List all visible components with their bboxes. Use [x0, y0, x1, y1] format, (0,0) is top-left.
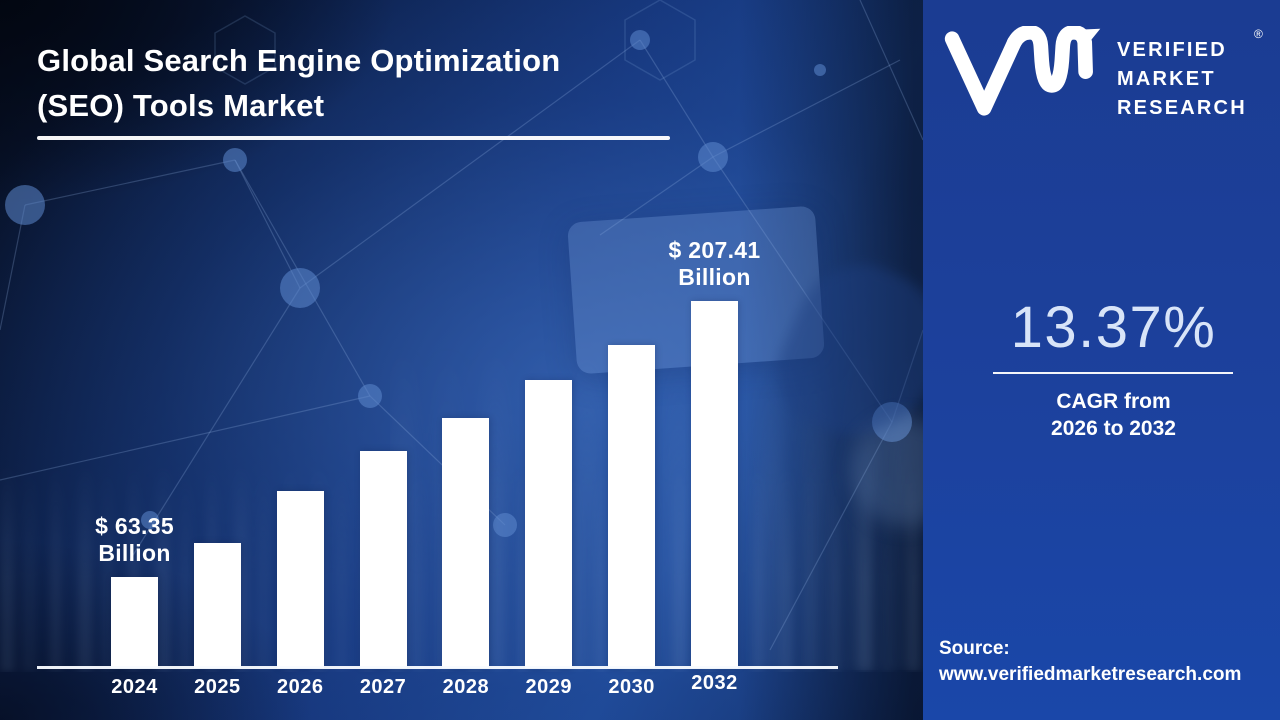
- x-tick-2026: 2026: [276, 676, 324, 698]
- bar-2029: [525, 380, 573, 668]
- brand-name: VERIFIED MARKET RESEARCH: [1117, 36, 1247, 123]
- cagr-divider: [993, 372, 1233, 374]
- value-annotation-2024: $ 63.35 Billion: [45, 513, 225, 567]
- x-tick-2028: 2028: [442, 676, 490, 698]
- bar-2030: [608, 345, 656, 668]
- value-annotation-2024-amount: $ 63.35: [95, 513, 174, 539]
- info-panel: VERIFIED MARKET RESEARCH ® 13.37% CAGR f…: [923, 0, 1280, 720]
- page-title-line-1: Global Search Engine Optimization: [37, 43, 561, 78]
- cagr-caption-line-2: 2026 to 2032: [1051, 417, 1176, 440]
- source-block: Source: www.verifiedmarketresearch.com: [939, 636, 1241, 688]
- bar-2027: [359, 451, 407, 668]
- bar-2028: [442, 418, 490, 668]
- title-underline: [37, 136, 670, 140]
- page-title: Global Search Engine Optimization (SEO) …: [37, 38, 897, 128]
- cagr-caption: CAGR from 2026 to 2032: [947, 388, 1280, 442]
- bar-2026: [276, 491, 324, 668]
- source-label: Source:: [939, 638, 1010, 659]
- x-tick-2030: 2030: [608, 676, 655, 698]
- network-constellation-graphic: [0, 0, 923, 651]
- bar-plot: 2024 $ 63.35 Billion 2025 2026 2027 2028 2029 20…: [45, 237, 804, 698]
- registered-trademark-icon: ®: [1254, 27, 1263, 41]
- brand-name-line-3: RESEARCH: [1117, 97, 1247, 119]
- x-tick-2032: 2032: [691, 672, 738, 694]
- value-annotation-2032: $ 207.41 Billion: [624, 237, 804, 291]
- x-tick-2024: 2024: [111, 676, 158, 698]
- value-annotation-2032-unit: Billion: [678, 264, 751, 290]
- vmr-logo-icon: [944, 26, 1101, 116]
- brand-name-line-1: VERIFIED: [1117, 39, 1227, 61]
- source-url: www.verifiedmarketresearch.com: [939, 664, 1242, 685]
- brand-name-line-2: MARKET: [1117, 68, 1216, 90]
- value-annotation-2024-unit: Billion: [98, 540, 171, 566]
- bar-2032: [690, 301, 738, 668]
- bar-2024: [111, 577, 158, 668]
- x-axis-line: [37, 666, 838, 669]
- x-tick-2025: 2025: [194, 676, 241, 698]
- x-tick-2029: 2029: [525, 676, 573, 698]
- cagr-value: 13.37%: [1010, 295, 1217, 360]
- value-annotation-2032-amount: $ 207.41: [668, 237, 761, 263]
- page-title-line-2: (SEO) Tools Market: [37, 88, 325, 123]
- cagr-caption-line-1: CAGR from: [1056, 390, 1171, 413]
- chart-region: Global Search Engine Optimization (SEO) …: [0, 0, 923, 720]
- bar-2025: [193, 543, 241, 668]
- x-tick-2027: 2027: [359, 676, 407, 698]
- logo-flag: [1080, 28, 1101, 44]
